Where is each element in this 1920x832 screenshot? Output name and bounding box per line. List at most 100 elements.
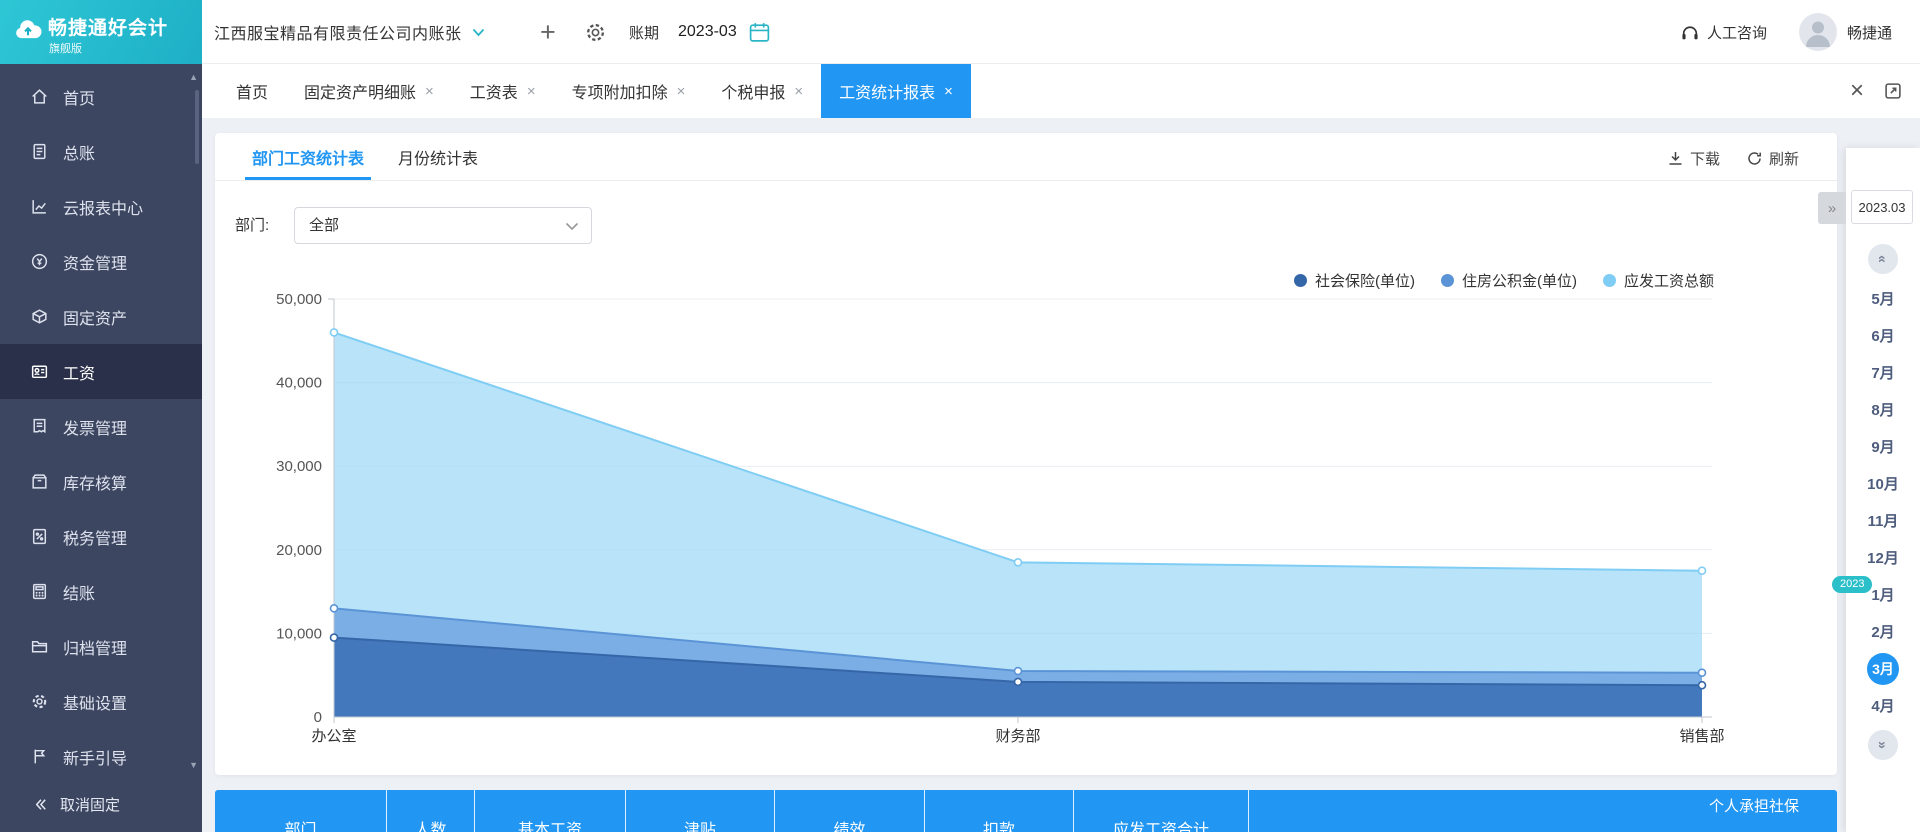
support-button[interactable]: 人工咨询 bbox=[1680, 22, 1767, 43]
calendar-button[interactable] bbox=[748, 0, 771, 64]
user-name[interactable]: 畅捷通 bbox=[1846, 24, 1892, 42]
card-tools: 下载 刷新 bbox=[1667, 148, 1799, 169]
sidebar-item-label: 总账 bbox=[63, 145, 96, 163]
yuan-coin-icon bbox=[31, 253, 48, 270]
current-period: 2023.03 bbox=[1851, 190, 1913, 224]
month-item[interactable]: 7月 bbox=[1871, 365, 1895, 382]
col-department[interactable]: 部门 bbox=[215, 790, 387, 832]
col-allowance[interactable]: 津贴 bbox=[626, 790, 775, 832]
month-item[interactable]: 4月 bbox=[1871, 698, 1895, 715]
col-gross-total[interactable]: 应发工资合计 bbox=[1074, 790, 1249, 832]
tab-home[interactable]: 首页 bbox=[236, 85, 269, 102]
close-icon[interactable]: × bbox=[944, 82, 953, 100]
close-icon[interactable]: × bbox=[1849, 77, 1864, 104]
department-filter-label: 部门: bbox=[235, 217, 270, 234]
sidebar-item-label: 资金管理 bbox=[63, 255, 128, 273]
sidebar-item-funds-management[interactable]: 资金管理 bbox=[0, 234, 202, 289]
month-item[interactable]: 6月 bbox=[1871, 328, 1895, 345]
sidebar-item-closing[interactable]: 结账 bbox=[0, 564, 202, 619]
salary-card-icon bbox=[31, 365, 48, 379]
sidebar-item-general-ledger[interactable]: 总账 bbox=[0, 124, 202, 179]
close-icon[interactable]: × bbox=[526, 82, 536, 100]
sidebar-item-inventory-accounting[interactable]: 库存核算 bbox=[0, 454, 202, 509]
subtab-month-report[interactable]: 月份统计表 bbox=[398, 150, 479, 168]
scroll-down-icon[interactable]: ▼ bbox=[189, 760, 198, 770]
company-selector[interactable]: 江西服宝精品有限责任公司内账张 bbox=[214, 0, 485, 64]
legend-dot bbox=[1602, 274, 1616, 287]
tab-special-deduction[interactable]: 专项附加扣除 × bbox=[571, 82, 686, 103]
fullscreen-icon[interactable] bbox=[1884, 82, 1902, 100]
col-performance[interactable]: 绩效 bbox=[775, 790, 925, 832]
unpin-sidebar-button[interactable]: 取消固定 bbox=[0, 782, 202, 826]
double-chevron-down-icon[interactable]: » bbox=[1868, 730, 1898, 760]
avatar[interactable] bbox=[1798, 13, 1837, 51]
person-icon bbox=[1805, 21, 1830, 47]
settings-button[interactable] bbox=[585, 0, 606, 64]
calendar-icon bbox=[749, 22, 770, 42]
double-chevron-up-icon[interactable]: « bbox=[1868, 244, 1898, 274]
sidebar-item-tax-management[interactable]: 税务管理 bbox=[0, 509, 202, 564]
chevron-down-icon bbox=[565, 222, 579, 231]
download-button[interactable]: 下载 bbox=[1667, 148, 1720, 169]
legend-dot bbox=[1293, 274, 1307, 287]
month-item[interactable]: 1月 bbox=[1871, 587, 1895, 604]
close-icon[interactable]: × bbox=[676, 82, 686, 100]
collapse-handle-icon[interactable]: » bbox=[1818, 192, 1846, 224]
sidebar-item-archive-management[interactable]: 归档管理 bbox=[0, 619, 202, 674]
month-item[interactable]: 11月 bbox=[1867, 513, 1899, 530]
col-base-salary[interactable]: 基本工资 bbox=[475, 790, 626, 832]
cloud-logo-icon bbox=[16, 20, 42, 39]
sidebar-item-basic-settings[interactable]: 基础设置 bbox=[0, 674, 202, 729]
scroll-up-icon[interactable]: ▲ bbox=[189, 72, 198, 82]
flag-icon bbox=[34, 749, 46, 764]
month-item[interactable]: 8月 bbox=[1871, 402, 1895, 419]
sidebar-item-fixed-assets[interactable]: 固定资产 bbox=[0, 289, 202, 344]
svg-text:50,000: 50,000 bbox=[276, 291, 322, 308]
col-deduction[interactable]: 扣款 bbox=[925, 790, 1074, 832]
sidebar-item-beginner-guide[interactable]: 新手引导 bbox=[0, 729, 202, 784]
calculator-icon bbox=[32, 583, 47, 600]
refresh-icon bbox=[1748, 152, 1761, 165]
month-item[interactable]: 10月 bbox=[1867, 476, 1899, 493]
period-value[interactable]: 2023-03 bbox=[678, 23, 737, 40]
summary-table-header: 部门 人数 基本工资 津贴 绩效 扣款 应发工资合计 个人承担社保 bbox=[215, 790, 1837, 832]
legend-item[interactable]: 应发工资总额 bbox=[1602, 270, 1714, 291]
collapse-left-icon bbox=[35, 798, 46, 810]
sidebar-item-salary[interactable]: 工资 bbox=[0, 344, 202, 399]
sidebar-item-label: 税务管理 bbox=[63, 530, 128, 548]
add-account-button[interactable]: + bbox=[540, 0, 556, 64]
legend-item[interactable]: 住房公积金(单位) bbox=[1440, 270, 1577, 291]
tab-fixed-asset-ledger[interactable]: 固定资产明细账 × bbox=[304, 82, 434, 103]
home-icon bbox=[32, 89, 47, 104]
legend-item[interactable]: 社会保险(单位) bbox=[1293, 270, 1415, 291]
month-item[interactable]: 2月 bbox=[1871, 624, 1895, 641]
tab-salary-sheet[interactable]: 工资表 × bbox=[469, 82, 536, 103]
topbar-right: 人工咨询 畅捷通 bbox=[1680, 0, 1892, 64]
department-select[interactable]: 全部 bbox=[294, 207, 592, 244]
col-headcount[interactable]: 人数 bbox=[387, 790, 475, 832]
close-icon[interactable]: × bbox=[425, 82, 434, 100]
sidebar-item-label: 基础设置 bbox=[63, 695, 128, 713]
salary-report-card: 部门工资统计表 月份统计表 下载 刷新 部门: 全部 社会保险(单位) 住房公积… bbox=[215, 133, 1837, 775]
month-item[interactable]: 5月 bbox=[1871, 291, 1895, 308]
unpin-label: 取消固定 bbox=[60, 796, 121, 814]
tab-tax-filing[interactable]: 个税申报 × bbox=[721, 82, 804, 103]
department-select-value: 全部 bbox=[309, 217, 340, 234]
sidebar-scrollbar[interactable] bbox=[195, 90, 199, 164]
sidebar-item-label: 归档管理 bbox=[63, 640, 128, 658]
col-group-personal-insurance[interactable]: 个人承担社保 bbox=[1708, 798, 1799, 815]
refresh-button[interactable]: 刷新 bbox=[1746, 148, 1799, 169]
month-item[interactable]: 12月 bbox=[1867, 550, 1899, 567]
year-badge: 2023 bbox=[1832, 576, 1873, 593]
month-item[interactable]: 9月 bbox=[1871, 439, 1895, 456]
month-item-active[interactable]: 3月 bbox=[1846, 650, 1920, 687]
close-icon[interactable]: × bbox=[794, 82, 804, 100]
tab-salary-report[interactable]: 工资统计报表 × bbox=[821, 64, 971, 118]
subtab-department-report[interactable]: 部门工资统计表 bbox=[235, 133, 381, 180]
sidebar-item-label: 库存核算 bbox=[63, 475, 128, 493]
ledger-icon bbox=[33, 143, 46, 160]
sidebar-item-invoice-management[interactable]: 发票管理 bbox=[0, 399, 202, 454]
sidebar-item-cloud-report-center[interactable]: 云报表中心 bbox=[0, 179, 202, 234]
sidebar-item-label: 云报表中心 bbox=[63, 200, 144, 218]
sidebar-item-home[interactable]: 首页 bbox=[0, 69, 202, 124]
